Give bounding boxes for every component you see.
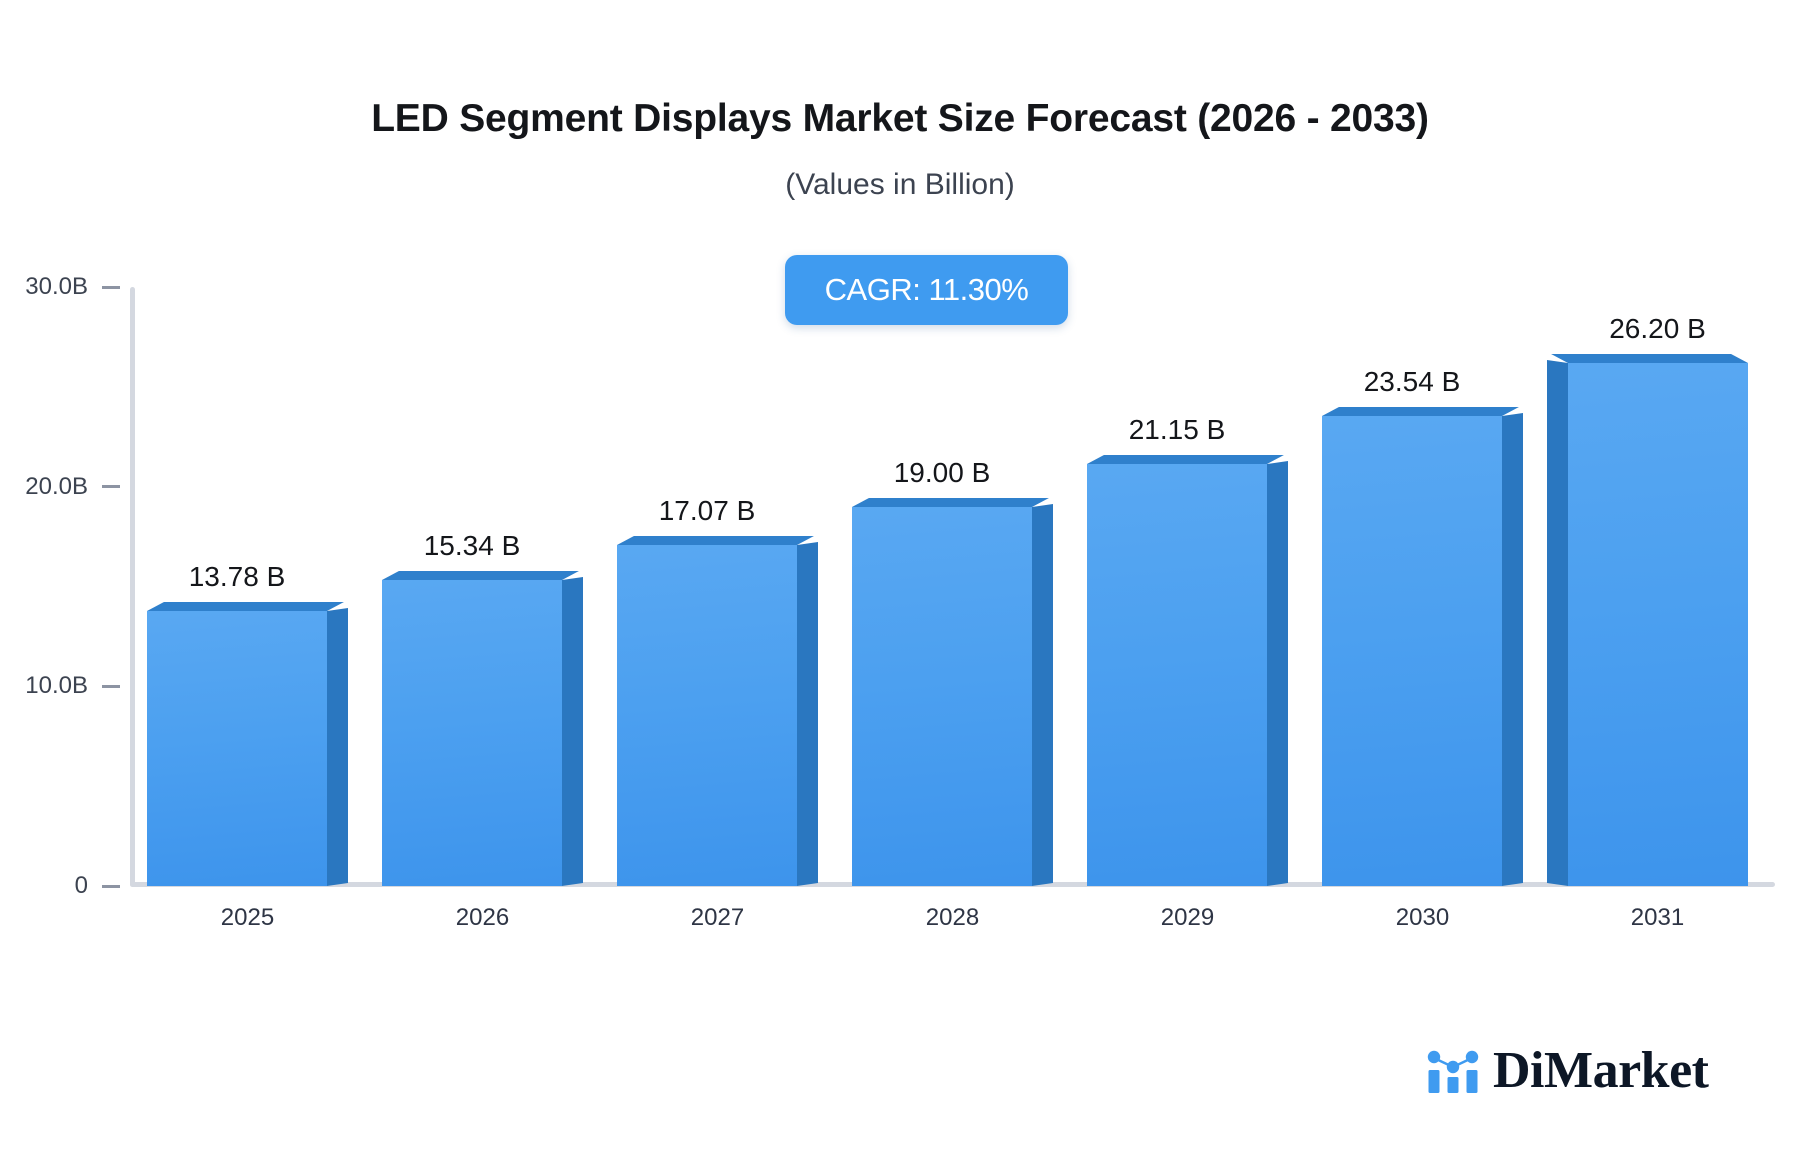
y-axis-tick: 30.0B xyxy=(0,273,128,300)
y-axis-tick-mark xyxy=(102,884,120,888)
bar-front-face xyxy=(147,610,327,886)
y-axis-tick-mark xyxy=(102,684,120,688)
bar-front-face xyxy=(852,506,1032,886)
chart-title: LED Segment Displays Market Size Forecas… xyxy=(371,97,1429,140)
y-axis-tick: 20.0B xyxy=(0,472,128,500)
y-axis-tick: 10.0B xyxy=(0,672,128,700)
bar-value-label: 13.78 B xyxy=(188,560,286,592)
x-axis-tick-label: 2031 xyxy=(1630,904,1685,931)
bar-3d-side xyxy=(562,576,583,886)
bar-3d-top xyxy=(617,536,814,546)
bar-3d-side xyxy=(797,542,818,886)
cagr-badge: CAGR: 11.30% xyxy=(785,255,1068,325)
x-axis-tick-label: 2030 xyxy=(1395,904,1450,931)
bar-3d-top xyxy=(1550,353,1748,363)
x-axis-tick-label: 2027 xyxy=(690,904,745,931)
bar-3d-top xyxy=(852,497,1049,507)
bar-value-label: 17.07 B xyxy=(658,495,756,527)
x-axis-tick-label: 2028 xyxy=(925,904,980,931)
y-axis-tick-label: 30.0B xyxy=(25,273,88,300)
bar-3d-side xyxy=(1032,503,1053,886)
y-axis-tick: 0 xyxy=(0,872,128,899)
y-axis-line xyxy=(130,287,135,887)
bar-value-label: 15.34 B xyxy=(423,529,521,561)
bar-3d-top xyxy=(147,601,344,611)
bar[interactable]: 26.20 B xyxy=(1546,313,1748,886)
bar-front-face xyxy=(617,545,797,886)
bar-3d-top xyxy=(1322,407,1519,416)
bar[interactable]: 15.34 B xyxy=(382,530,583,886)
bar[interactable]: 21.15 B xyxy=(1087,414,1288,886)
bar-value-label: 23.54 B xyxy=(1363,366,1461,397)
bar-chart-logo-icon xyxy=(1427,1050,1479,1093)
bar-front-face xyxy=(1087,463,1267,886)
bar-3d-side xyxy=(1267,460,1288,886)
chart-subtitle: (Values in Billion) xyxy=(785,168,1015,201)
bar-value-label: 21.15 B xyxy=(1128,413,1226,445)
bar[interactable]: 17.07 B xyxy=(617,495,818,886)
x-axis-tick-label: 2025 xyxy=(220,904,275,931)
bar-3d-top xyxy=(1087,454,1284,464)
bar-front-face xyxy=(1322,416,1502,886)
plot-area: 13.78 B 15.34 B 17.07 B 19.00 B 21.15 B 23.54… xyxy=(130,287,1775,886)
y-axis-tick-label: 20.0B xyxy=(25,472,88,500)
y-axis-tick-label: 0 xyxy=(74,872,88,899)
bar-value-label: 26.20 B xyxy=(1609,312,1706,344)
cagr-badge-label: CAGR: 11.30% xyxy=(824,272,1029,307)
x-axis-tick-label: 2029 xyxy=(1160,904,1215,931)
bar-front-face xyxy=(1567,362,1748,886)
x-axis-tick-label: 2026 xyxy=(455,904,510,931)
bar-3d-side xyxy=(1546,359,1568,886)
bar[interactable]: 23.54 B xyxy=(1322,366,1523,886)
brand-logo: DiMarket xyxy=(1425,1040,1709,1102)
bar-3d-top xyxy=(382,570,579,580)
bar[interactable]: 13.78 B xyxy=(147,561,348,886)
bar-3d-side xyxy=(327,607,348,886)
brand-logo-text: DiMarket xyxy=(1493,1042,1709,1099)
bar[interactable]: 19.00 B xyxy=(852,457,1053,886)
y-axis-tick-mark xyxy=(102,285,120,289)
y-axis-tick-label: 10.0B xyxy=(25,672,88,700)
bar-3d-side xyxy=(1502,413,1523,886)
bar-front-face xyxy=(382,579,562,886)
y-axis-tick-mark xyxy=(102,485,120,489)
bar-value-label: 19.00 B xyxy=(893,456,991,488)
